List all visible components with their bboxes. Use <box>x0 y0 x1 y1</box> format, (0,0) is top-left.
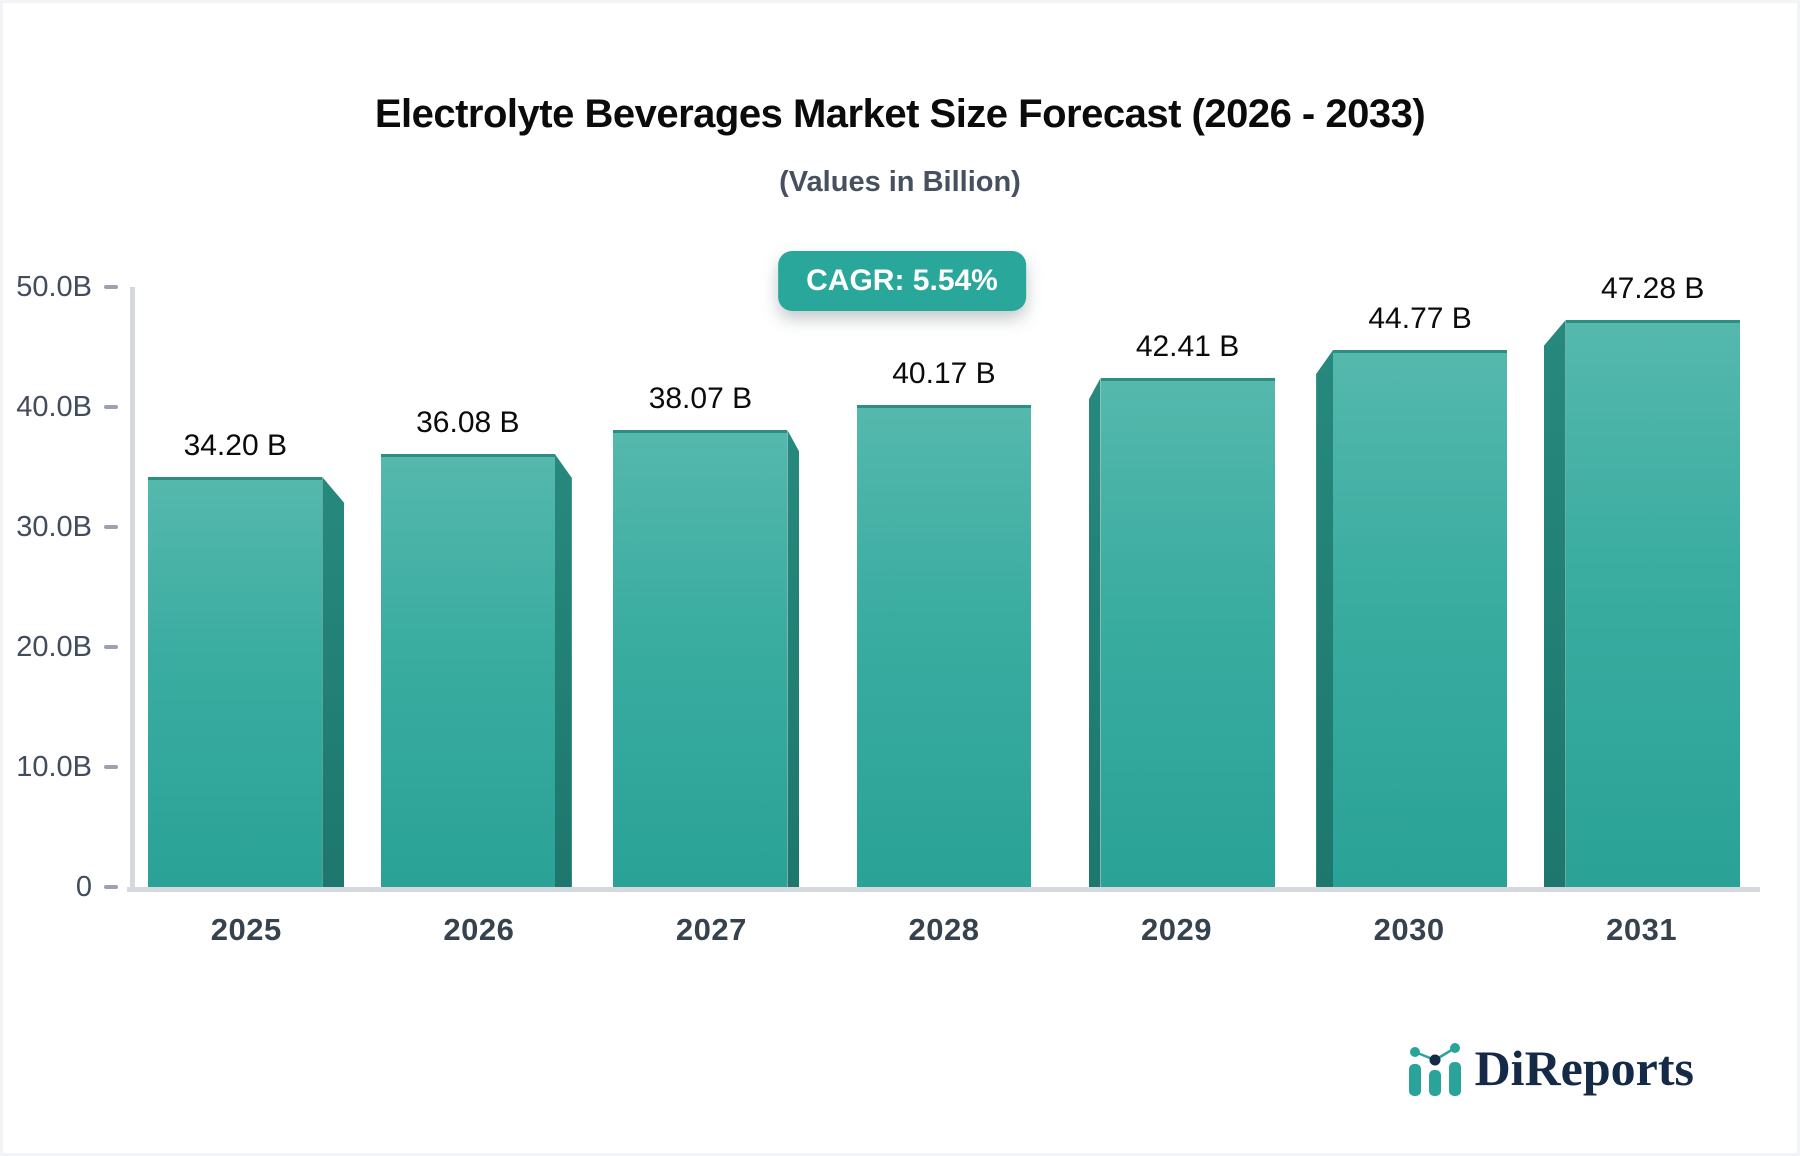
bar-front-face <box>1333 350 1508 887</box>
x-tick-label-2030: 2030 <box>1373 912 1445 947</box>
bar-value-label: 44.77 B <box>1368 302 1472 335</box>
bar-value-label: 40.17 B <box>892 357 996 390</box>
y-tick-dash <box>104 285 118 289</box>
y-tick-label: 40.0B <box>16 391 92 423</box>
bar-column-2026: 36.08 B 2026 <box>380 287 577 947</box>
bar-front-face <box>148 477 323 887</box>
y-tick-label: 50.0B <box>16 271 92 303</box>
bar-front-face <box>1100 378 1275 887</box>
y-tick-dash <box>104 525 118 529</box>
bar-value-label: 36.08 B <box>416 406 520 439</box>
chart-title: Electrolyte Beverages Market Size Foreca… <box>374 92 1426 136</box>
cagr-badge: CAGR: 5.54% <box>778 251 1026 311</box>
x-axis-line <box>127 887 1760 892</box>
bar-column-2031: 47.28 B 2031 <box>1543 272 1740 947</box>
bar-column-2027: 38.07 B 2027 <box>613 287 809 947</box>
bar-chart-logo-icon <box>1408 1043 1461 1096</box>
x-tick-label-2028: 2028 <box>908 912 980 947</box>
bar-value-label: 47.28 B <box>1600 272 1705 305</box>
bar-column-2028: 40.17 B 2028 <box>846 287 1042 947</box>
y-tick-label: 20.0B <box>16 631 92 663</box>
y-tick-label: 30.0B <box>16 511 92 543</box>
y-tick-dash <box>104 885 118 889</box>
chart-subtitle: (Values in Billion) <box>779 166 1021 198</box>
bar-front-face <box>1565 320 1740 887</box>
plot-area: 0 10.0B 20.0B 30.0B 40.0B 50.0B 34.20 B 2025 36… <box>0 271 1800 947</box>
x-tick-label-2025: 2025 <box>210 912 282 947</box>
x-tick-label-2029: 2029 <box>1141 912 1213 947</box>
bar-front-face <box>856 405 1031 887</box>
bar-front-face <box>613 430 788 887</box>
bar-column-2029: 42.41 B 2029 <box>1079 287 1275 947</box>
bar-side-face <box>1316 350 1334 887</box>
y-tick-dash <box>104 405 118 409</box>
x-tick-label-2031: 2031 <box>1606 912 1678 947</box>
bar-value-label: 42.41 B <box>1135 330 1240 363</box>
y-tick-dash <box>104 645 118 649</box>
bar-column-2025: 34.20 B 2025 <box>148 287 345 947</box>
bar-side-face <box>787 430 800 887</box>
bar-side-face <box>554 454 572 887</box>
x-tick-label-2027: 2027 <box>675 912 747 947</box>
y-tick-label: 10.0B <box>16 751 92 783</box>
bar-value-label: 38.07 B <box>648 382 753 415</box>
logo-text: DiReports <box>1474 1040 1694 1096</box>
y-tick-dash <box>104 765 118 769</box>
y-axis-line <box>130 287 135 887</box>
bars-container: 34.20 B 2025 36.08 B 2026 38.07 B 2027 40.17 B… <box>130 272 1758 947</box>
bar-column-2030: 44.77 B 2030 <box>1311 287 1508 947</box>
x-tick-label-2026: 2026 <box>443 912 515 947</box>
direports-logo: DiReports <box>1403 1036 1694 1100</box>
bar-value-label: 34.20 B <box>183 429 287 462</box>
bar-side-face <box>322 477 345 887</box>
y-tick-label: 0 <box>75 871 92 903</box>
bar-side-face <box>1543 320 1566 887</box>
bar-front-face <box>380 454 555 887</box>
bar-side-face <box>1088 378 1101 887</box>
